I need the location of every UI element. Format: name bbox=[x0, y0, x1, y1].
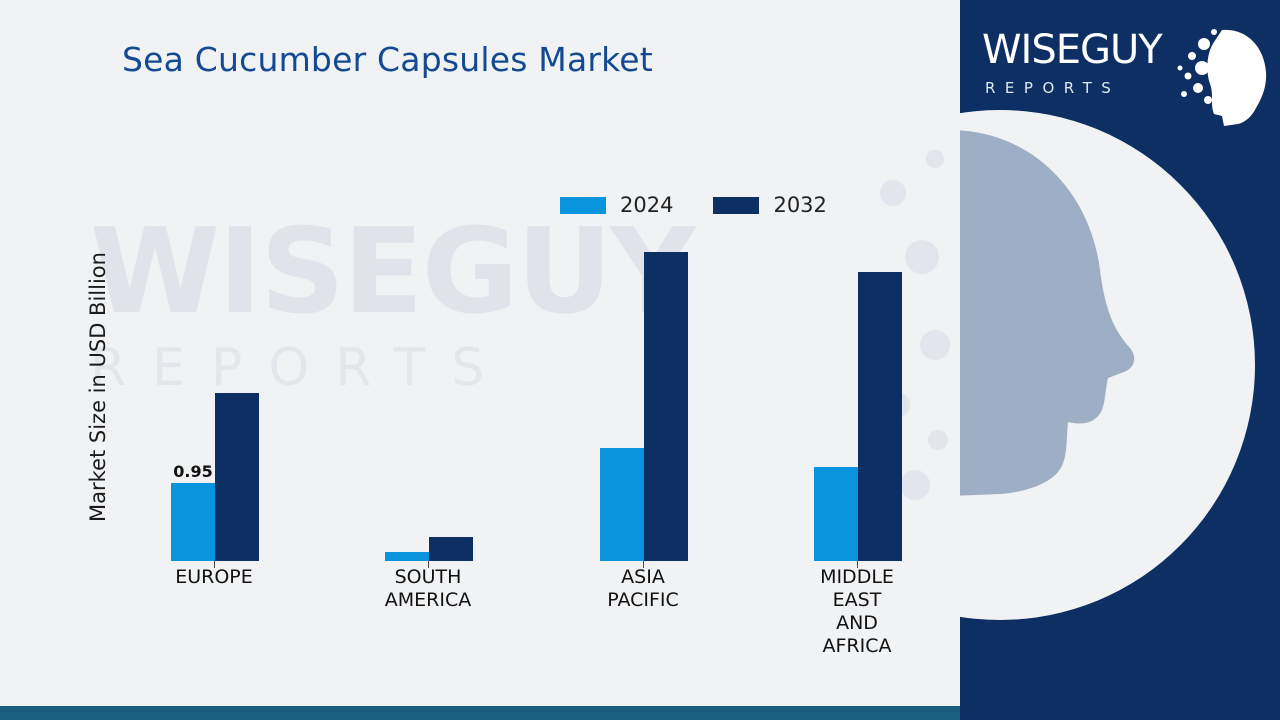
legend-label-2024: 2024 bbox=[620, 193, 674, 217]
brand-logo-main-text: WISEGUY bbox=[982, 27, 1163, 73]
brand-panel: WISEGUY REPORTS bbox=[960, 0, 1280, 720]
bar-south-america-2032[interactable] bbox=[429, 537, 473, 561]
bar-asia-pacific-2024[interactable] bbox=[600, 448, 644, 561]
bottom-accent-bar bbox=[0, 706, 960, 720]
plot-area: 0.95 EUROPE SOUTH AMERICA ASIA PACIFIC M… bbox=[171, 252, 902, 657]
legend-item-2024[interactable]: 2024 bbox=[560, 193, 673, 217]
axis-tick-south-america bbox=[428, 561, 429, 568]
category-label-south-america: SOUTH AMERICA bbox=[384, 566, 472, 611]
bar-asia-pacific-2032[interactable] bbox=[644, 252, 688, 561]
logo-head-icon bbox=[1177, 29, 1267, 126]
legend-item-2032[interactable]: 2032 bbox=[713, 193, 827, 217]
category-label-europe: EUROPE bbox=[175, 566, 253, 588]
bar-south-america-2024[interactable] bbox=[385, 552, 429, 561]
head-silhouette-icon bbox=[960, 130, 1135, 496]
legend-label-2032: 2032 bbox=[773, 193, 827, 217]
legend-swatch-2032 bbox=[713, 196, 760, 214]
axis-tick-middle-east-africa bbox=[857, 561, 858, 568]
chart-legend: 2024 2032 bbox=[560, 193, 827, 217]
category-label-middle-east-africa: MIDDLE EAST AND AFRICA bbox=[820, 566, 894, 657]
bar-europe-2024[interactable] bbox=[171, 483, 215, 561]
bar-middle-east-africa-2024[interactable] bbox=[814, 467, 858, 561]
brand-logo-sub-text: REPORTS bbox=[985, 79, 1121, 97]
axis-tick-asia-pacific bbox=[643, 561, 644, 568]
bar-value-europe-2024: 0.95 bbox=[173, 462, 213, 481]
bar-middle-east-africa-2032[interactable] bbox=[858, 272, 902, 561]
brand-logo: WISEGUY REPORTS bbox=[982, 27, 1267, 126]
chart-title: Sea Cucumber Capsules Market bbox=[122, 40, 653, 79]
chart-panel: WISEGUY REPORTS Sea Cucumber Capsules Ma… bbox=[0, 40, 960, 720]
category-label-asia-pacific: ASIA PACIFIC bbox=[607, 566, 679, 611]
axis-tick-europe bbox=[214, 561, 215, 568]
legend-swatch-2024 bbox=[560, 196, 606, 214]
bar-europe-2032[interactable] bbox=[215, 393, 259, 561]
